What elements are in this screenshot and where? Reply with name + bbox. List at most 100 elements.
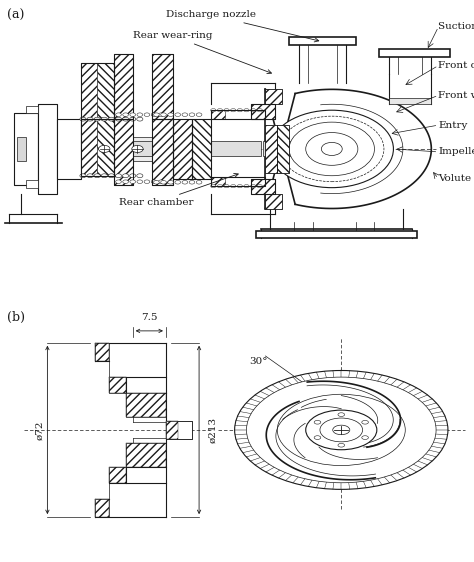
Circle shape xyxy=(108,117,115,121)
Bar xyxy=(265,89,282,105)
Bar xyxy=(17,137,26,161)
Circle shape xyxy=(161,113,166,116)
Bar xyxy=(277,125,289,173)
Bar xyxy=(265,194,282,209)
Circle shape xyxy=(244,108,249,112)
Text: 7.5: 7.5 xyxy=(141,312,157,321)
Circle shape xyxy=(151,113,157,116)
Text: Front wear-ring: Front wear-ring xyxy=(438,91,474,100)
Bar xyxy=(14,113,38,185)
Bar xyxy=(114,119,133,185)
Circle shape xyxy=(132,146,143,152)
Text: Rear chamber: Rear chamber xyxy=(118,173,238,207)
Circle shape xyxy=(87,174,93,178)
Circle shape xyxy=(116,180,121,183)
Circle shape xyxy=(280,116,384,182)
Text: (b): (b) xyxy=(7,311,25,324)
Bar xyxy=(192,119,211,179)
Bar xyxy=(109,467,126,483)
Circle shape xyxy=(224,184,229,188)
Bar xyxy=(152,53,173,119)
Circle shape xyxy=(80,117,86,121)
Bar xyxy=(265,125,277,173)
Circle shape xyxy=(362,420,368,424)
Circle shape xyxy=(257,184,262,188)
Bar xyxy=(251,105,275,119)
Circle shape xyxy=(250,184,255,188)
Bar xyxy=(81,62,97,119)
Circle shape xyxy=(122,117,128,121)
Circle shape xyxy=(168,180,173,184)
Bar xyxy=(173,119,192,179)
Bar xyxy=(126,443,166,467)
Bar xyxy=(81,119,114,176)
Circle shape xyxy=(144,180,150,183)
Bar xyxy=(211,110,265,119)
Circle shape xyxy=(321,142,342,156)
Circle shape xyxy=(130,180,136,183)
Circle shape xyxy=(289,122,374,176)
Circle shape xyxy=(137,180,143,183)
Circle shape xyxy=(151,180,157,183)
Text: Rear wear-ring: Rear wear-ring xyxy=(133,31,272,74)
Circle shape xyxy=(338,413,345,416)
Circle shape xyxy=(299,128,365,170)
Bar xyxy=(38,105,57,194)
Circle shape xyxy=(144,113,150,116)
Circle shape xyxy=(224,108,229,112)
Circle shape xyxy=(333,425,350,434)
Circle shape xyxy=(306,410,377,450)
Circle shape xyxy=(362,436,368,439)
Bar xyxy=(277,125,289,173)
Circle shape xyxy=(154,180,159,184)
Bar xyxy=(81,119,97,176)
Circle shape xyxy=(175,113,181,116)
Circle shape xyxy=(306,133,358,165)
Circle shape xyxy=(244,184,249,188)
Text: (a): (a) xyxy=(7,9,25,22)
Bar xyxy=(265,194,282,209)
Bar xyxy=(265,125,277,173)
Circle shape xyxy=(314,436,321,439)
Bar xyxy=(57,119,81,179)
Text: 30°: 30° xyxy=(249,357,267,366)
Circle shape xyxy=(175,180,181,184)
Circle shape xyxy=(168,113,173,116)
Circle shape xyxy=(123,113,128,116)
Bar xyxy=(192,119,211,179)
Bar xyxy=(81,62,114,119)
Circle shape xyxy=(314,420,321,424)
Bar xyxy=(389,98,431,105)
Bar xyxy=(109,377,126,393)
Bar xyxy=(256,231,417,238)
Circle shape xyxy=(320,418,363,442)
Circle shape xyxy=(237,184,242,188)
Bar xyxy=(251,105,275,119)
Bar xyxy=(38,137,171,161)
Circle shape xyxy=(137,113,143,116)
Bar xyxy=(152,119,173,185)
Bar xyxy=(126,393,166,417)
Bar xyxy=(126,443,166,467)
Circle shape xyxy=(196,113,202,116)
Circle shape xyxy=(158,113,164,116)
Circle shape xyxy=(246,377,436,483)
Bar xyxy=(211,110,225,119)
Bar xyxy=(57,119,81,179)
Bar xyxy=(38,105,57,194)
Bar xyxy=(126,393,166,417)
Circle shape xyxy=(217,184,223,188)
Circle shape xyxy=(217,108,223,112)
Bar xyxy=(289,37,356,45)
Bar xyxy=(265,89,282,105)
Text: ø72: ø72 xyxy=(36,420,45,439)
Circle shape xyxy=(338,443,345,447)
Bar xyxy=(97,62,114,119)
Bar xyxy=(14,113,38,185)
Bar xyxy=(166,421,178,439)
Circle shape xyxy=(130,117,136,121)
Bar xyxy=(97,119,114,176)
Circle shape xyxy=(189,113,195,116)
Circle shape xyxy=(123,180,128,183)
Text: Front chamber: Front chamber xyxy=(438,61,474,70)
